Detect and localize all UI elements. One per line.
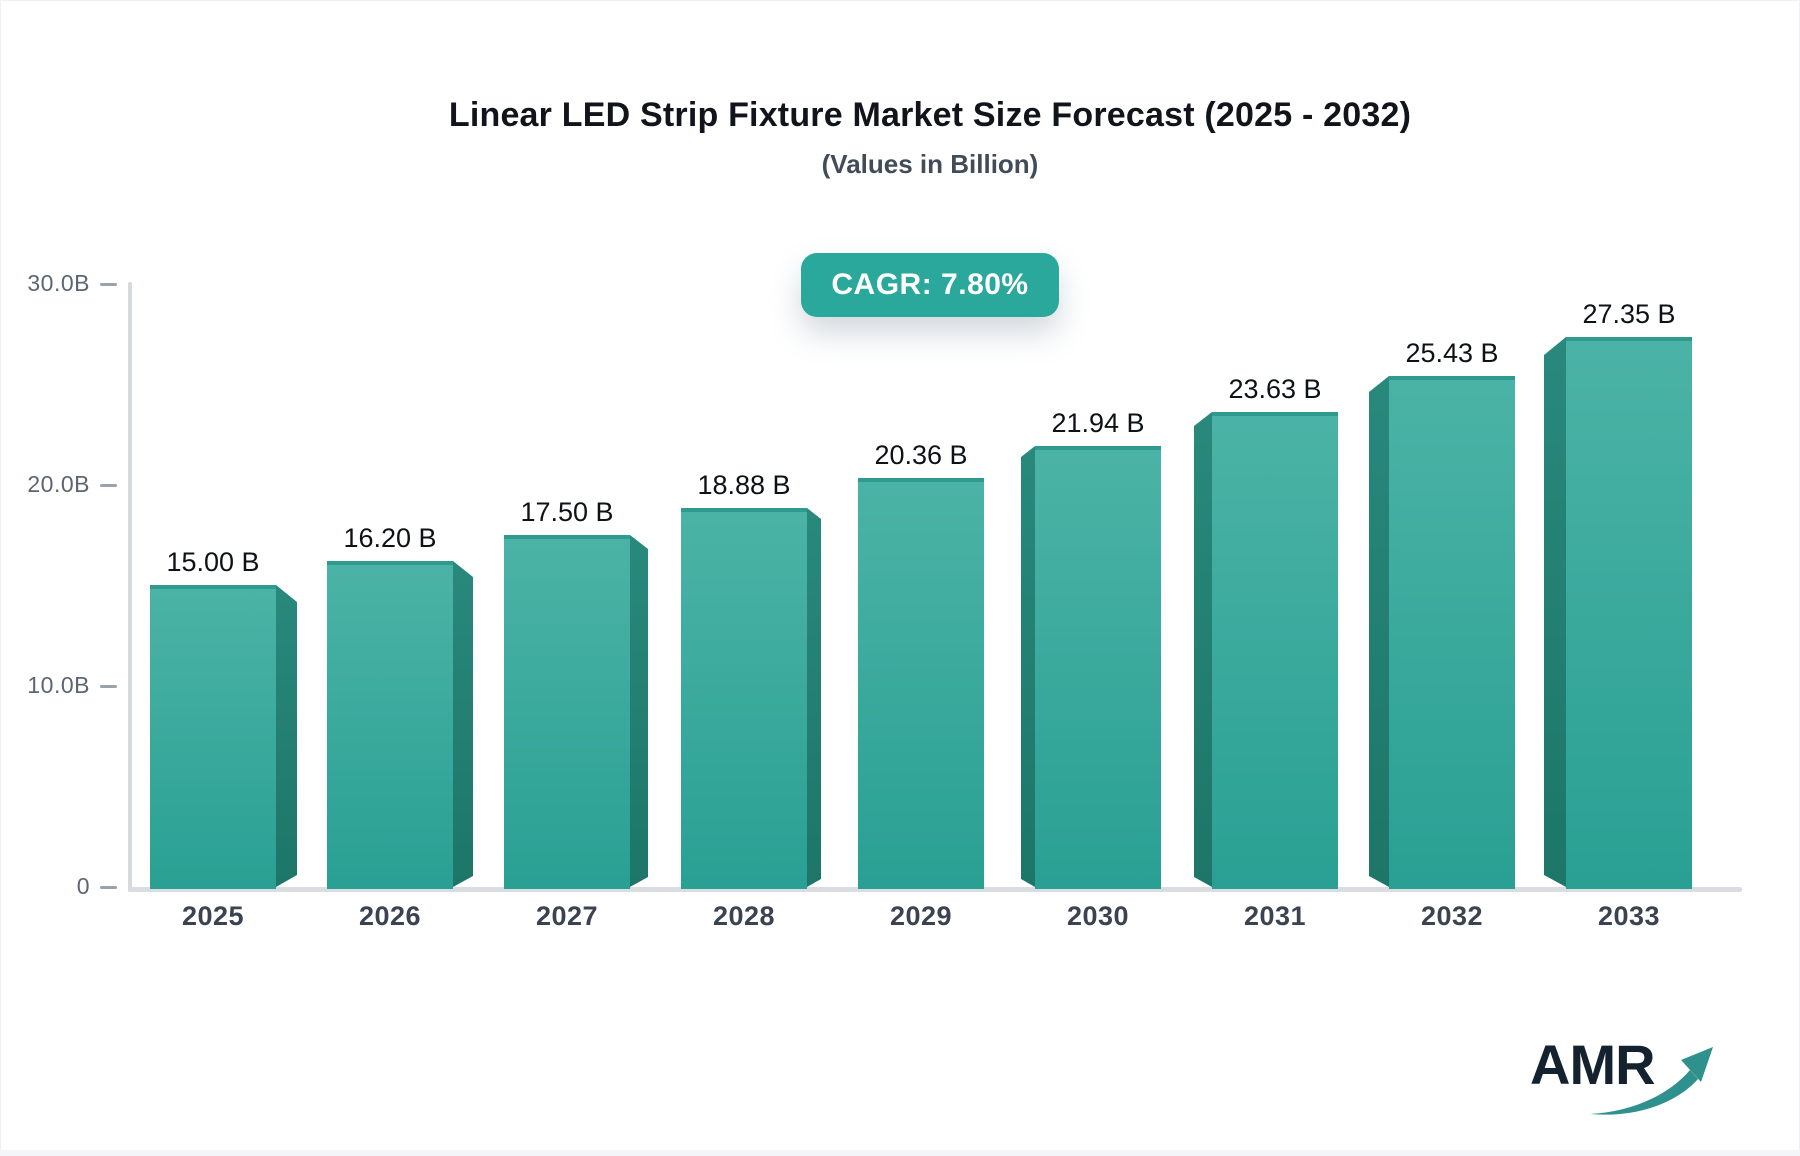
y-axis-tick-label: 0 [76, 873, 90, 899]
x-axis-label-2031: 2031 [1243, 901, 1307, 931]
bar-value-label-2025: 15.00 B [166, 547, 260, 577]
bar-face-2028 [681, 508, 807, 889]
bar-face-2026 [327, 561, 453, 889]
bar-side-face-2032 [1369, 376, 1389, 887]
logo-text: AMR [1530, 1033, 1656, 1096]
chart-header: Linear LED Strip Fixture Market Size For… [70, 96, 1790, 180]
bar-face-2029 [858, 478, 984, 889]
y-axis-tick [100, 886, 117, 889]
bar-value-label-2028: 18.88 B [697, 470, 791, 500]
bar-side-face-2033 [1544, 337, 1566, 887]
bar-side-face-2025 [276, 585, 297, 887]
y-axis-tick-label: 10.0B [27, 672, 90, 698]
bar-side-face-2028 [807, 508, 821, 887]
amr-logo: AMR [1512, 1022, 1742, 1132]
y-axis-tick [100, 283, 117, 286]
y-axis-line [128, 282, 132, 892]
bar-side-face-2030 [1021, 446, 1035, 887]
bar-face-2030 [1035, 446, 1161, 889]
bar-value-label-2027: 17.50 B [520, 497, 614, 527]
bar-side-face-2031 [1194, 412, 1212, 887]
x-axis-label-2033: 2033 [1597, 901, 1661, 931]
growth-arrow-icon [1590, 1047, 1713, 1115]
bar-face-2025 [150, 585, 276, 889]
x-axis-label-2025: 2025 [181, 901, 245, 931]
y-axis-tick [100, 685, 117, 688]
chart-subtitle: (Values in Billion) [821, 149, 1039, 179]
bar-value-label-2030: 21.94 B [1051, 408, 1145, 438]
page-bottom-divider [0, 1150, 1800, 1156]
bar-value-label-2032: 25.43 B [1405, 338, 1499, 368]
x-axis-label-2029: 2029 [889, 901, 953, 931]
bar-value-label-2029: 20.36 B [874, 440, 968, 470]
cagr-badge: CAGR: 7.80% [801, 253, 1059, 317]
y-axis-tick-label: 20.0B [27, 471, 90, 497]
y-axis-tick-label: 30.0B [27, 270, 90, 296]
x-axis-label-2027: 2027 [535, 901, 599, 931]
x-axis-label-2028: 2028 [712, 901, 776, 931]
bar-side-face-2027 [630, 535, 648, 887]
x-axis-label-2030: 2030 [1066, 901, 1130, 931]
chart-title: Linear LED Strip Fixture Market Size For… [448, 96, 1412, 134]
bar-value-label-2033: 27.35 B [1582, 299, 1676, 329]
bar-face-2032 [1389, 376, 1515, 889]
bar-side-face-2026 [453, 561, 473, 887]
cagr-badge-row: CAGR: 7.80% [70, 253, 1790, 317]
x-axis-label-2026: 2026 [358, 901, 422, 931]
bar-face-2027 [504, 535, 630, 889]
bar-value-label-2026: 16.20 B [343, 523, 437, 553]
x-axis-label-2032: 2032 [1420, 901, 1484, 931]
y-axis-tick [100, 484, 117, 487]
bar-value-label-2031: 23.63 B [1228, 374, 1322, 404]
x-axis-line [128, 887, 1742, 892]
bar-face-2031 [1212, 412, 1338, 889]
bar-face-2033 [1566, 337, 1692, 889]
